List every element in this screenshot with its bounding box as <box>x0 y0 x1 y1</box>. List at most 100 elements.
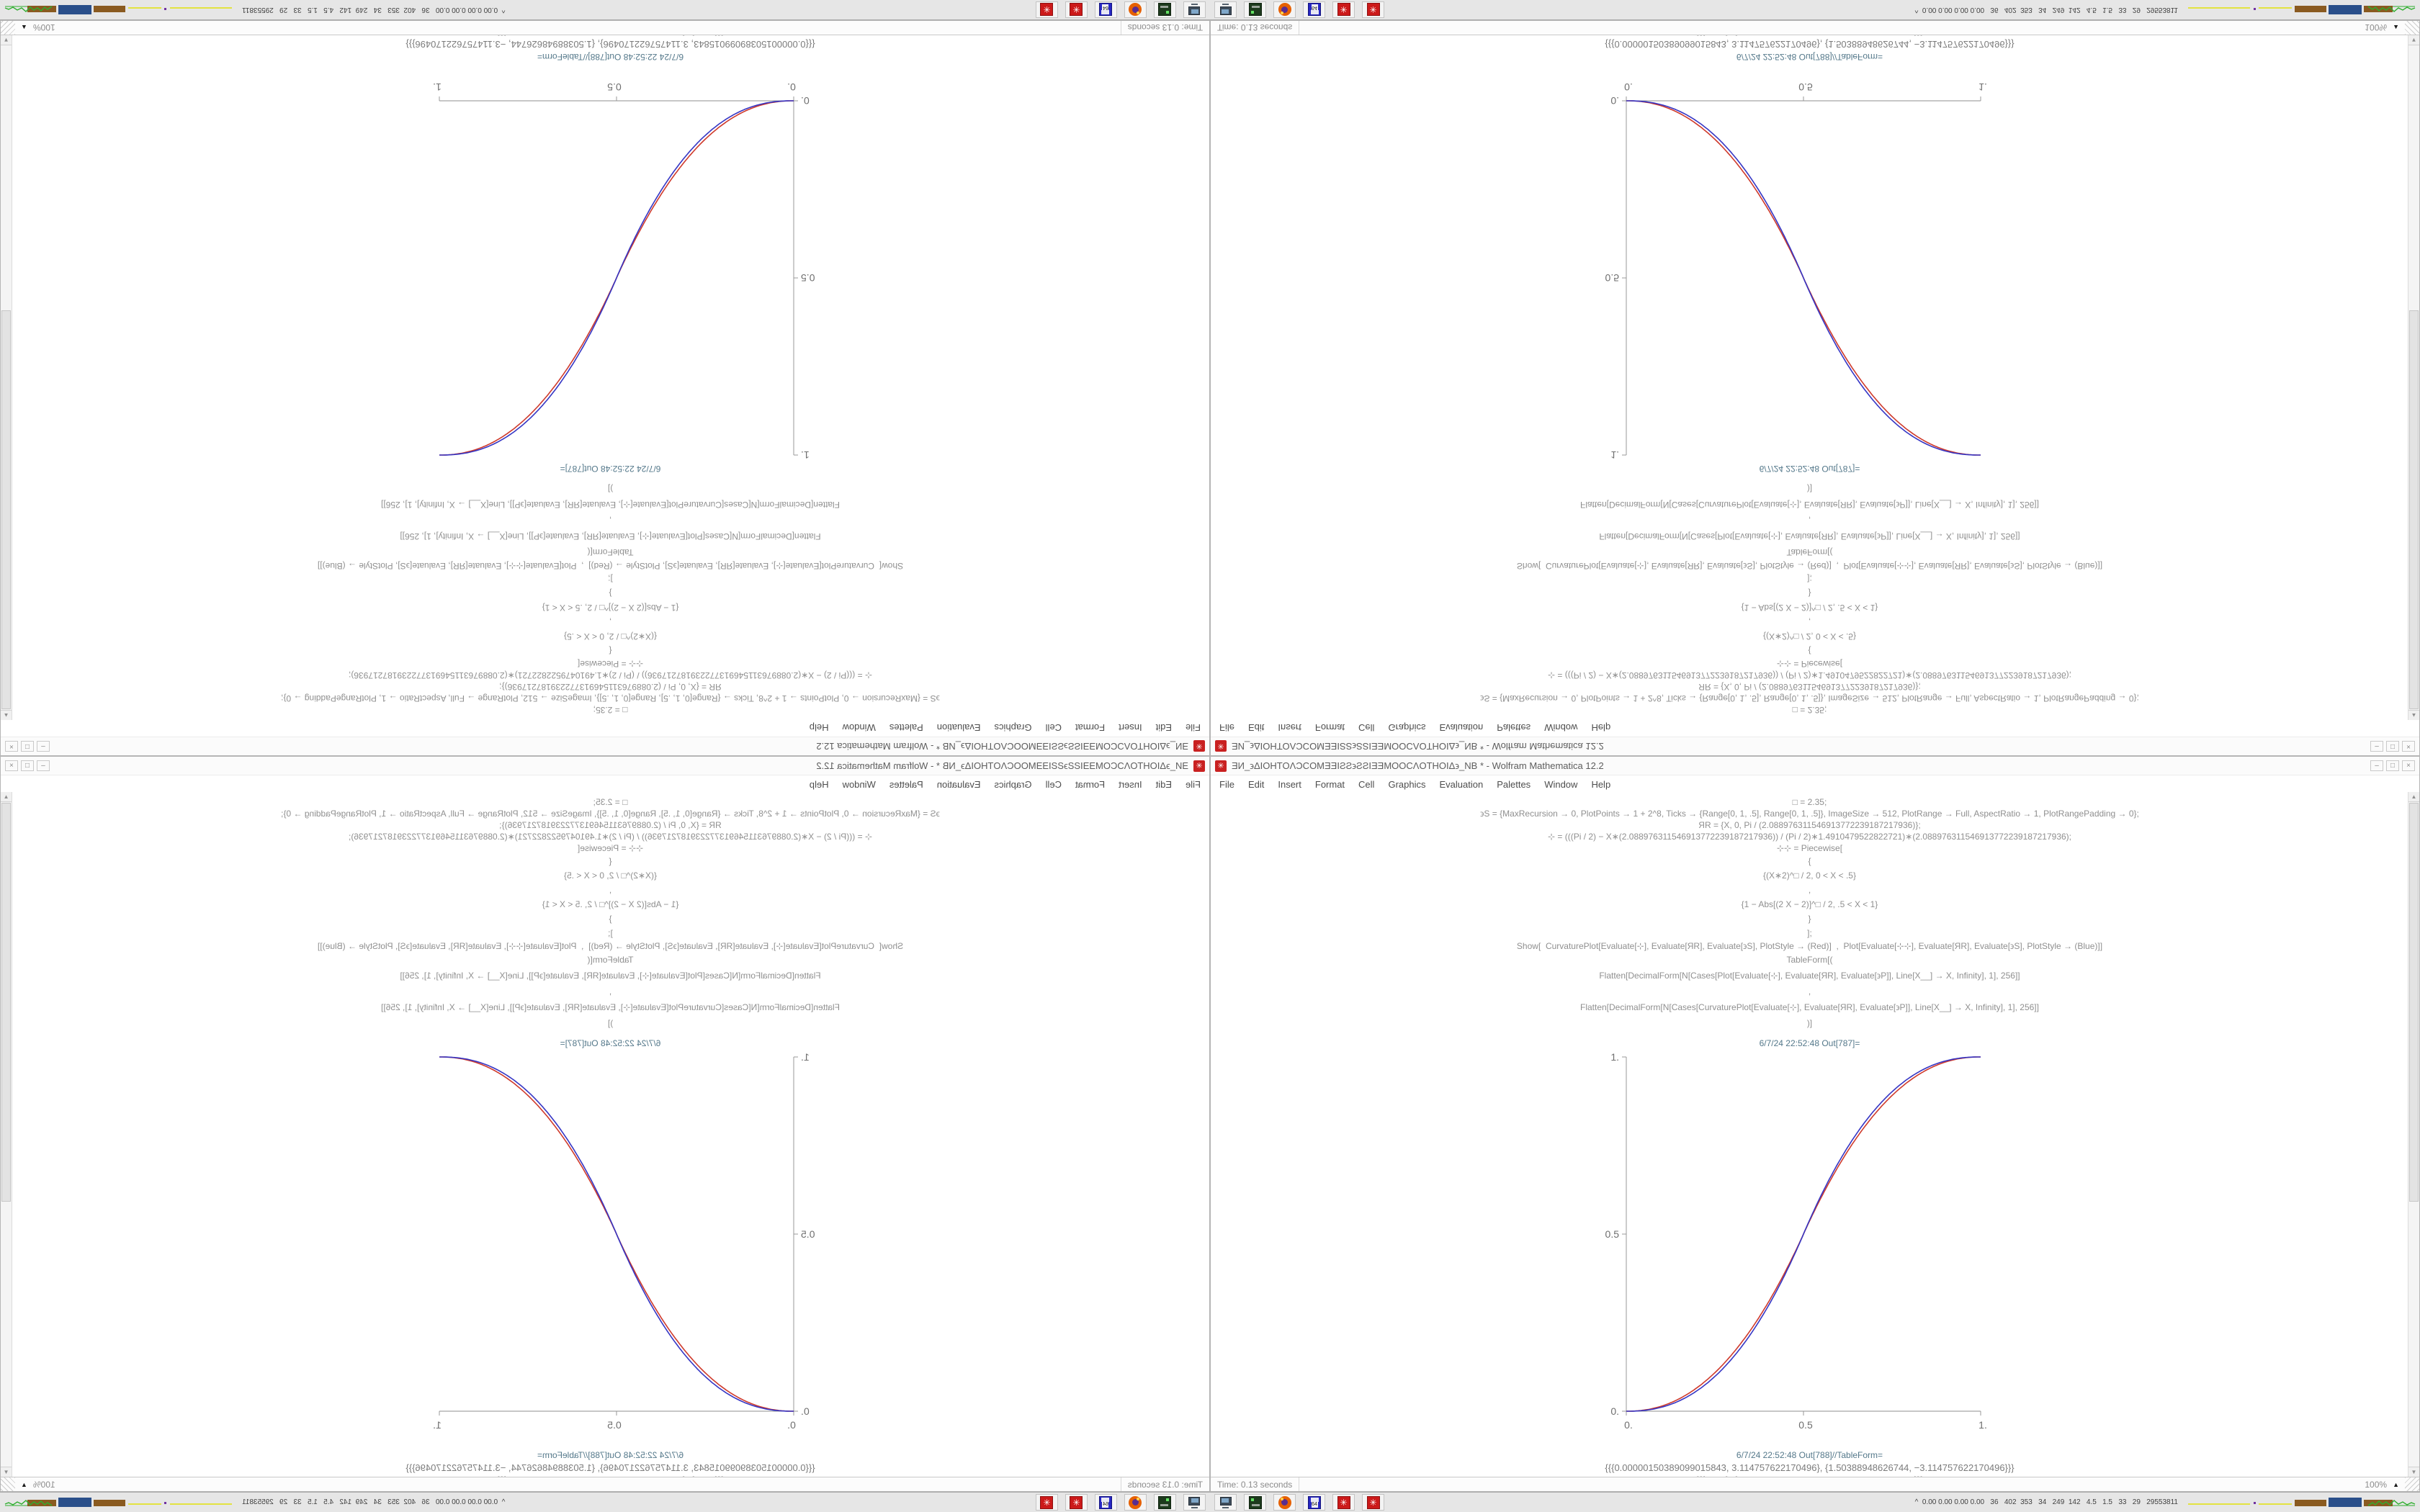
code-line[interactable]: , <box>1808 885 1811 895</box>
menu-item-graphics[interactable]: Graphics <box>994 778 1032 790</box>
minimize-button[interactable]: – <box>37 741 50 752</box>
code-line[interactable]: { <box>609 646 612 656</box>
menu-item-graphics[interactable]: Graphics <box>1388 778 1426 790</box>
drive-app-icon-button[interactable] <box>1244 1494 1266 1511</box>
magnification-value[interactable]: 100% <box>32 22 55 33</box>
code-line[interactable]: Flatten[DecimalForm[N[Cases[CurvaturePlo… <box>381 1002 840 1012</box>
menu-item-cell[interactable]: Cell <box>1045 778 1062 790</box>
menu-item-file[interactable]: File <box>1186 778 1201 790</box>
code-line[interactable]: {1 − Abs[(2 X − 2)]^□ / 2, .5 < X < 1} <box>542 899 679 909</box>
menu-item-insert[interactable]: Insert <box>1119 778 1142 790</box>
scrollbar-thumb[interactable] <box>2409 310 2419 709</box>
code-line[interactable]: {(X∗2)^□ / 2, 0 < X < .5} <box>1762 870 1856 881</box>
menu-item-window[interactable]: Window <box>1544 722 1578 734</box>
menu-item-insert[interactable]: Insert <box>1278 722 1301 734</box>
code-line[interactable]: { <box>1808 646 1811 656</box>
code-line[interactable]: ⊹⊹ = Piecewise[ <box>577 659 644 669</box>
vertical-scrollbar[interactable]: ▲ ▼ <box>1 792 12 1477</box>
close-button[interactable]: × <box>5 741 18 752</box>
window-titlebar[interactable]: ✳ ƎИ_϶ΔIOHTOΛϽCOMƎƎIƧƧ϶ƧƧIƎƎMOOCΛOTHOIΔ϶… <box>1211 757 2419 775</box>
menu-item-file[interactable]: File <box>1186 722 1201 734</box>
menu-item-file[interactable]: File <box>1219 778 1234 790</box>
scroll-down-icon[interactable]: ▼ <box>1 35 12 45</box>
code-line[interactable]: {1 − Abs[(2 X − 2)]^□ / 2, .5 < X < 1} <box>1741 603 1878 613</box>
close-button[interactable]: × <box>5 760 18 771</box>
menu-item-edit[interactable]: Edit <box>1155 722 1173 734</box>
code-line[interactable]: {1 − Abs[(2 X − 2)]^□ / 2, .5 < X < 1} <box>542 603 679 613</box>
firefox-app-icon-button[interactable] <box>1124 1494 1147 1511</box>
menu-item-window[interactable]: Window <box>842 722 876 734</box>
code-line[interactable]: Show[ CurvaturePlot[Evaluate[⊹], Evaluat… <box>317 561 904 571</box>
floppy64-app-icon-button[interactable]: 64 <box>1095 1494 1117 1511</box>
code-line[interactable]: Show[ CurvaturePlot[Evaluate[⊹], Evaluat… <box>317 941 904 951</box>
resize-grip[interactable] <box>2405 1477 2419 1491</box>
menu-item-palettes[interactable]: Palettes <box>889 722 923 734</box>
code-line[interactable]: {(X∗2)^□ / 2, 0 < X < .5} <box>564 870 658 881</box>
window-titlebar[interactable]: ✳ ƎИ_϶ΔIOHTOΛϽCOMƎƎIƧƧ϶ƧƧIƎƎMOOCΛOTHOIΔ϶… <box>1 757 1209 775</box>
code-line[interactable]: ]; <box>608 574 613 584</box>
resize-grip[interactable] <box>1 21 15 35</box>
mathematica-app-icon-button[interactable]: ✳ <box>1065 1494 1088 1511</box>
code-line[interactable]: } <box>609 914 612 924</box>
vertical-scrollbar[interactable]: ▲ ▼ <box>2408 792 2419 1477</box>
code-line[interactable]: { <box>1808 856 1811 866</box>
code-line[interactable]: Show[ CurvaturePlot[Evaluate[⊹], Evaluat… <box>1516 561 2103 571</box>
code-line[interactable]: ⊹ = (((Pi / 2) − X∗(2.088976311546913772… <box>1547 670 2071 680</box>
mathematica-app-icon-2-button[interactable]: ✳ <box>1362 1 1384 18</box>
mathematica-app-icon-2-button[interactable]: ✳ <box>1362 1494 1384 1511</box>
code-line[interactable]: ]; <box>1807 928 1812 938</box>
vertical-scrollbar[interactable]: ▲ ▼ <box>2408 35 2419 720</box>
mathematica-app-icon-button[interactable]: ✳ <box>1332 1494 1355 1511</box>
minimize-button[interactable]: – <box>2370 741 2383 752</box>
menu-item-window[interactable]: Window <box>1544 778 1578 790</box>
scroll-up-icon[interactable]: ▲ <box>1 792 12 802</box>
code-line[interactable]: □ = 2.35; <box>593 705 628 715</box>
display-app-icon-button[interactable] <box>1214 1 1237 18</box>
mathematica-app-icon-button[interactable]: ✳ <box>1065 1 1088 18</box>
code-line[interactable]: , <box>609 885 612 895</box>
magnification-value[interactable]: 100% <box>2365 1479 2388 1490</box>
menu-item-evaluation[interactable]: Evaluation <box>1439 722 1484 734</box>
code-line[interactable]: Flatten[DecimalForm[N[Cases[Plot[Evaluat… <box>1599 531 2020 541</box>
menu-item-cell[interactable]: Cell <box>1358 722 1375 734</box>
menu-item-format[interactable]: Format <box>1314 778 1345 790</box>
drive-app-icon-button[interactable] <box>1244 1 1266 18</box>
display-app-icon-button[interactable] <box>1183 1 1206 18</box>
code-line[interactable]: } <box>1808 588 1811 598</box>
display-app-icon-button[interactable] <box>1214 1494 1237 1511</box>
menu-item-graphics[interactable]: Graphics <box>1388 722 1426 734</box>
scroll-up-icon[interactable]: ▲ <box>2408 710 2419 720</box>
code-line[interactable]: ЯR = {X, 0, Pi / (2.08897631154691377223… <box>1698 682 1921 692</box>
close-button[interactable]: × <box>2402 741 2415 752</box>
close-button[interactable]: × <box>2402 760 2415 771</box>
maximize-button[interactable]: □ <box>21 741 34 752</box>
mathematica-app-icon-button[interactable]: ✳ <box>1332 1 1355 18</box>
code-line[interactable]: } <box>609 588 612 598</box>
code-line[interactable]: )] <box>607 484 614 494</box>
code-line[interactable]: □ = 2.35; <box>1792 797 1827 807</box>
magnification-value[interactable]: 100% <box>2365 22 2388 33</box>
menu-item-format[interactable]: Format <box>1075 722 1106 734</box>
scroll-up-icon[interactable]: ▲ <box>2408 792 2419 802</box>
code-line[interactable]: ⊹ = (((Pi / 2) − X∗(2.088976311546913772… <box>349 670 873 680</box>
code-line[interactable]: ⊹⊹ = Piecewise[ <box>1776 843 1843 853</box>
code-line[interactable]: , <box>609 986 612 996</box>
menu-item-file[interactable]: File <box>1219 722 1234 734</box>
code-line[interactable]: ЯR = {X, 0, Pi / (2.08897631154691377223… <box>499 682 722 692</box>
magnification-value[interactable]: 100% <box>32 1479 55 1490</box>
resize-grip[interactable] <box>1 1477 15 1491</box>
code-line[interactable]: {1 − Abs[(2 X − 2)]^□ / 2, .5 < X < 1} <box>1741 899 1878 909</box>
code-line[interactable]: ϶S = {MaxRecursion → 0, PlotPoints → 1 +… <box>281 693 940 703</box>
code-line[interactable]: TableForm[( <box>587 955 634 965</box>
menu-item-help[interactable]: Help <box>1591 722 1611 734</box>
maximize-button[interactable]: □ <box>2386 760 2399 771</box>
code-line[interactable]: ]; <box>1807 574 1812 584</box>
code-line[interactable]: , <box>1808 986 1811 996</box>
code-line[interactable]: )] <box>1806 1018 1813 1028</box>
code-line[interactable]: , <box>609 617 612 627</box>
code-line[interactable]: )] <box>1806 484 1813 494</box>
code-line[interactable]: ϶S = {MaxRecursion → 0, PlotPoints → 1 +… <box>1480 693 2139 703</box>
minimize-button[interactable]: – <box>2370 760 2383 771</box>
maximize-button[interactable]: □ <box>2386 741 2399 752</box>
menu-item-help[interactable]: Help <box>809 778 829 790</box>
